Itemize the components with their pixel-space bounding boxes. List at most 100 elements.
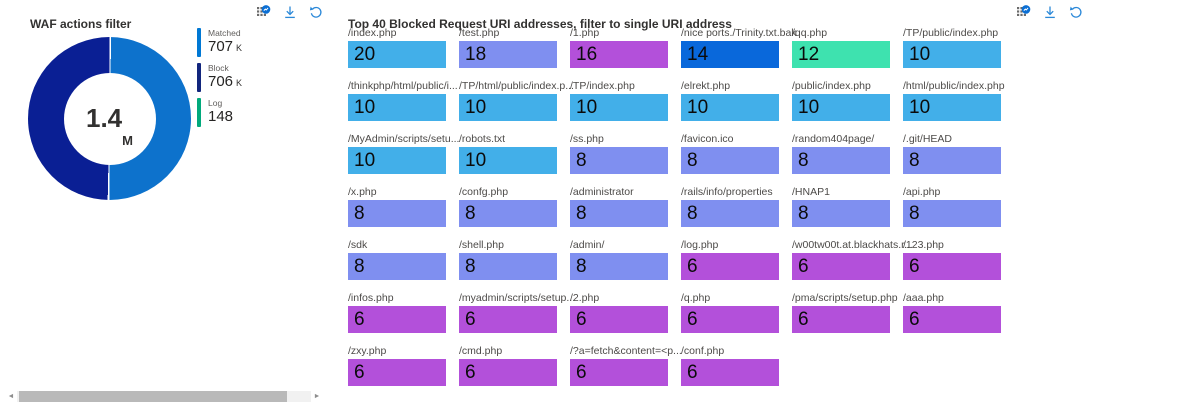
undo-icon[interactable] [1068, 4, 1083, 19]
uri-panel-title: Top 40 Blocked Request URI addresses, fi… [348, 16, 732, 31]
uri-tile[interactable]: /TP/public/index.php 10 [903, 27, 1001, 68]
uri-count-value: 6 [465, 309, 476, 330]
legend-color-bar [197, 28, 201, 57]
uri-tile[interactable]: /admin/ 8 [570, 239, 668, 280]
legend-item[interactable]: Matched 707 K [197, 28, 242, 57]
uri-tile[interactable]: /q.php 6 [681, 292, 779, 333]
uri-count-value: 6 [687, 362, 698, 383]
uri-tile[interactable]: /index.php 20 [348, 27, 446, 68]
uri-tile[interactable]: /2.php 6 [570, 292, 668, 333]
uri-count-bar: 10 [570, 94, 668, 121]
uri-label: /2.php [570, 292, 600, 304]
horizontal-scrollbar[interactable]: ◄ ► [5, 390, 323, 403]
open-query-icon[interactable] [1016, 4, 1031, 19]
uri-label: /confg.php [459, 186, 509, 198]
uri-label: /robots.txt [459, 133, 506, 145]
uri-count-bar: 8 [903, 200, 1001, 227]
uri-tile[interactable]: /nice ports./Trinity.txt.bak 14 [681, 27, 797, 68]
uri-tile[interactable]: /zxy.php 6 [348, 345, 446, 386]
uri-tile[interactable]: /.git/HEAD 8 [903, 133, 1001, 174]
scroll-left-arrow[interactable]: ◄ [7, 393, 15, 400]
legend-item[interactable]: Block 706 K [197, 63, 242, 92]
uri-label: /myadmin/scripts/setup... [459, 292, 576, 304]
uri-tile[interactable]: /rails/info/properties 8 [681, 186, 779, 227]
uri-count-bar: 10 [348, 147, 446, 174]
open-query-icon[interactable] [256, 4, 271, 19]
scroll-right-arrow[interactable]: ► [313, 393, 321, 400]
uri-tile[interactable]: /aaa.php 6 [903, 292, 1001, 333]
uri-count-value: 10 [798, 97, 820, 118]
uri-label: /nice ports./Trinity.txt.bak [681, 27, 797, 39]
legend-item[interactable]: Log 148 [197, 98, 242, 127]
uri-tile[interactable]: /123.php 6 [903, 239, 1001, 280]
uri-tile[interactable]: /public/index.php 10 [792, 80, 890, 121]
uri-count-bar: 6 [903, 253, 1001, 280]
uri-tile[interactable]: /test.php 18 [459, 27, 557, 68]
uri-label: /thinkphp/html/public/i... [348, 80, 458, 92]
uri-panel-toolbar [1016, 4, 1083, 19]
uri-tile[interactable]: /log.php 6 [681, 239, 779, 280]
uri-tile[interactable]: /shell.php 8 [459, 239, 557, 280]
legend-label: Log [208, 98, 223, 108]
uri-count-bar: 18 [459, 41, 557, 68]
uri-count-value: 10 [465, 150, 487, 171]
uri-label: /public/index.php [792, 80, 871, 92]
download-icon[interactable] [282, 4, 297, 19]
uri-tile[interactable]: /html/public/index.php 10 [903, 80, 1005, 121]
uri-tile[interactable]: /thinkphp/html/public/i... 10 [348, 80, 458, 121]
uri-count-value: 14 [687, 44, 709, 65]
waf-legend: Matched 707 K Block 706 K Log 148 [197, 28, 242, 127]
uri-tile[interactable]: /random404page/ 8 [792, 133, 890, 174]
uri-tile[interactable]: /myadmin/scripts/setup... 6 [459, 292, 576, 333]
uri-count-value: 8 [465, 203, 476, 224]
uri-tile[interactable]: /TP/index.php 10 [570, 80, 668, 121]
legend-label: Block [208, 63, 229, 73]
legend-color-bar [197, 63, 201, 92]
scroll-thumb[interactable] [19, 391, 287, 402]
uri-tile[interactable]: /infos.php 6 [348, 292, 446, 333]
uri-label: /x.php [348, 186, 377, 198]
legend-label: Matched [208, 28, 241, 38]
uri-tile[interactable]: /api.php 8 [903, 186, 1001, 227]
uri-tile[interactable]: /TP/html/public/index.p... 10 [459, 80, 574, 121]
uri-tile[interactable]: /sdk 8 [348, 239, 446, 280]
uri-tile[interactable]: /ss.php 8 [570, 133, 668, 174]
waf-donut-chart[interactable]: 1.4 M [28, 37, 191, 200]
uri-tile[interactable]: /administrator 8 [570, 186, 668, 227]
uri-tile[interactable]: /HNAP1 8 [792, 186, 890, 227]
undo-icon[interactable] [308, 4, 323, 19]
uri-count-value: 8 [576, 256, 587, 277]
uri-count-value: 6 [465, 362, 476, 383]
uri-count-value: 6 [576, 362, 587, 383]
uri-label: /test.php [459, 27, 500, 39]
uri-tile[interactable]: /pma/scripts/setup.php 6 [792, 292, 898, 333]
uri-tile[interactable]: /MyAdmin/scripts/setu... 10 [348, 133, 459, 174]
uri-tile[interactable]: /qq.php 12 [792, 27, 890, 68]
uri-count-bar: 10 [792, 94, 890, 121]
uri-tile[interactable]: /robots.txt 10 [459, 133, 557, 174]
uri-tile[interactable]: /elrekt.php 10 [681, 80, 779, 121]
uri-tile[interactable]: /?a=fetch&content=<p... 6 [570, 345, 682, 386]
uri-count-value: 10 [576, 97, 598, 118]
uri-tile[interactable]: /conf.php 6 [681, 345, 779, 386]
uri-tile[interactable]: /x.php 8 [348, 186, 446, 227]
download-icon[interactable] [1042, 4, 1057, 19]
uri-label: /api.php [903, 186, 941, 198]
uri-tile[interactable]: /cmd.php 6 [459, 345, 557, 386]
uri-count-value: 8 [354, 256, 365, 277]
uri-label: /TP/public/index.php [903, 27, 999, 39]
uri-tile[interactable]: /1.php 16 [570, 27, 668, 68]
uri-tile[interactable]: /favicon.ico 8 [681, 133, 779, 174]
uri-tile[interactable]: /confg.php 8 [459, 186, 557, 227]
uri-label: /q.php [681, 292, 711, 304]
scroll-track[interactable] [17, 391, 311, 402]
uri-count-value: 16 [576, 44, 598, 65]
uri-tile[interactable]: /w00tw00t.at.blackhats.r... 6 [792, 239, 913, 280]
uri-count-bar: 8 [681, 200, 779, 227]
uri-count-bar: 12 [792, 41, 890, 68]
uri-label: /.git/HEAD [903, 133, 953, 145]
uri-count-bar: 10 [348, 94, 446, 121]
legend-value: 148 [208, 108, 234, 125]
uri-label: /TP/html/public/index.p... [459, 80, 574, 92]
uri-count-bar: 14 [681, 41, 779, 68]
